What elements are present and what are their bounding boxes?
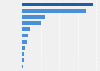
Bar [22,34,28,37]
Bar [22,58,24,62]
Bar [22,3,93,6]
Bar [22,40,27,44]
Bar [22,65,23,68]
Bar [22,52,24,56]
Bar [22,21,41,25]
Bar [22,15,45,19]
Bar [22,9,86,13]
Bar [22,27,30,31]
Bar [22,46,26,50]
